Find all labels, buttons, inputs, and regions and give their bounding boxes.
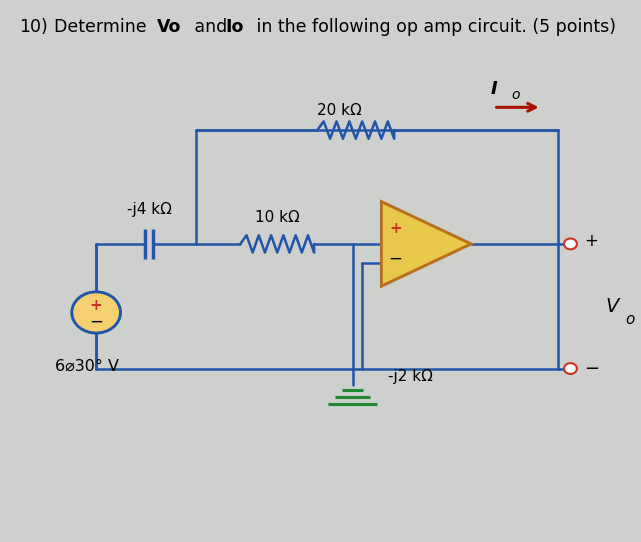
Text: +: +: [585, 232, 599, 250]
Text: and: and: [189, 18, 233, 36]
Text: −: −: [585, 359, 600, 378]
Text: Determine: Determine: [54, 18, 153, 36]
Text: o: o: [512, 88, 520, 102]
Text: 20 kΩ: 20 kΩ: [317, 103, 362, 118]
Text: +: +: [90, 298, 103, 313]
Text: 10 kΩ: 10 kΩ: [255, 210, 299, 225]
Circle shape: [564, 238, 577, 249]
Circle shape: [564, 363, 577, 374]
Text: −: −: [89, 312, 103, 330]
Text: I: I: [490, 80, 497, 98]
Text: +: +: [389, 221, 402, 236]
Text: -j4 kΩ: -j4 kΩ: [126, 202, 172, 217]
Text: -j2 kΩ: -j2 kΩ: [388, 369, 433, 384]
Text: 10): 10): [19, 18, 48, 36]
Text: Vo: Vo: [157, 18, 181, 36]
Text: 6⌀30° V: 6⌀30° V: [54, 359, 119, 373]
Text: Io: Io: [226, 18, 244, 36]
Text: in the following op amp circuit. (5 points): in the following op amp circuit. (5 poin…: [251, 18, 616, 36]
Text: −: −: [388, 250, 403, 268]
Circle shape: [72, 292, 121, 333]
Text: o: o: [625, 312, 635, 327]
Text: V: V: [606, 296, 619, 316]
Polygon shape: [381, 202, 471, 286]
